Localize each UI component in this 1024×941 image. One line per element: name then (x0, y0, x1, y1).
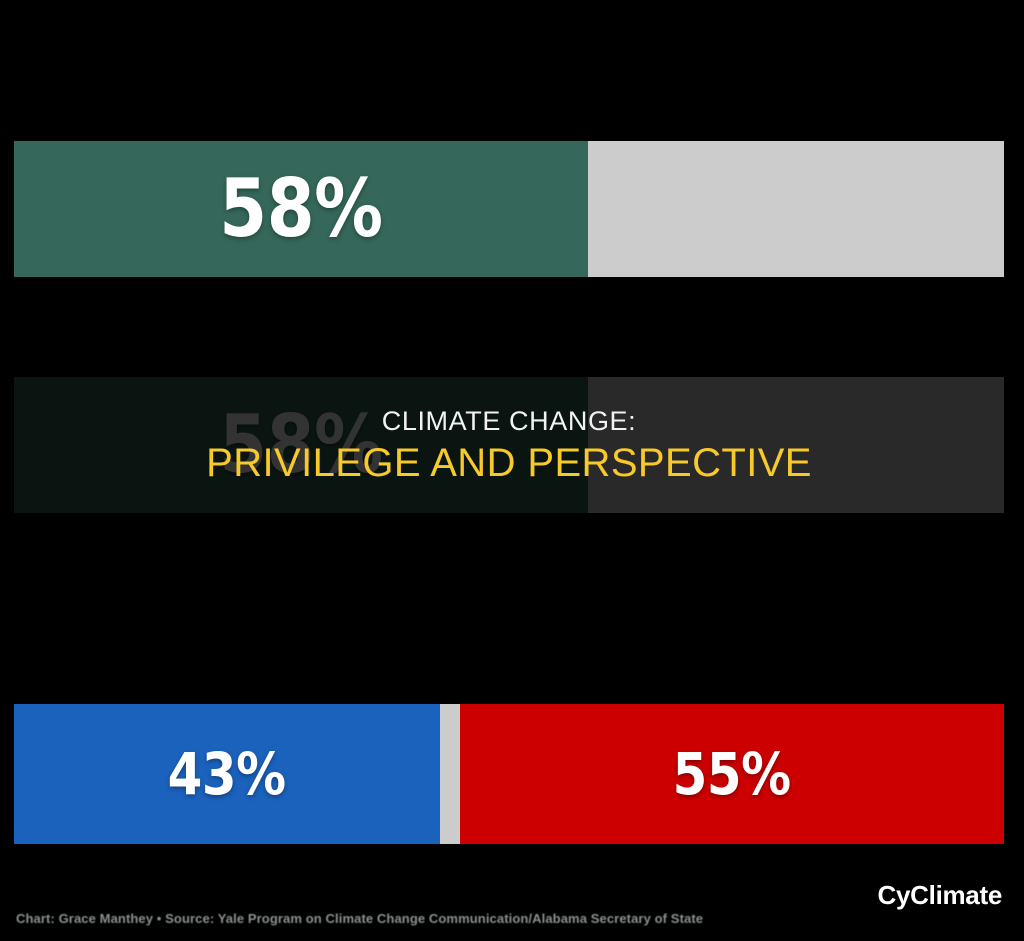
bar-segment-democrat: 43% (14, 704, 440, 844)
bar-segment-gap (439, 704, 460, 844)
page-title: PRIVILEGE AND PERSPECTIVE (206, 440, 812, 485)
chart-credit-line: Chart: Grace Manthey • Source: Yale Prog… (16, 911, 704, 926)
vote-split-bar: 43% 55% (14, 704, 1004, 844)
title-card: CLIMATE CHANGE: PRIVILEGE AND PERSPECTIV… (14, 377, 1004, 513)
bar-value-label-43: 43% (167, 740, 287, 808)
bar-value-label-55: 55% (672, 740, 792, 808)
bar-segment-republican: 55% (459, 704, 1004, 844)
bar-segment-remainder (588, 141, 1004, 277)
bar-value-label-58: 58% (219, 162, 383, 255)
title-kicker: CLIMATE CHANGE: (381, 405, 637, 436)
climate-concern-bar: 58% (14, 141, 1004, 277)
bar-segment-yes: 58% (14, 141, 589, 277)
brand-logo: CyClimate (877, 880, 1003, 910)
